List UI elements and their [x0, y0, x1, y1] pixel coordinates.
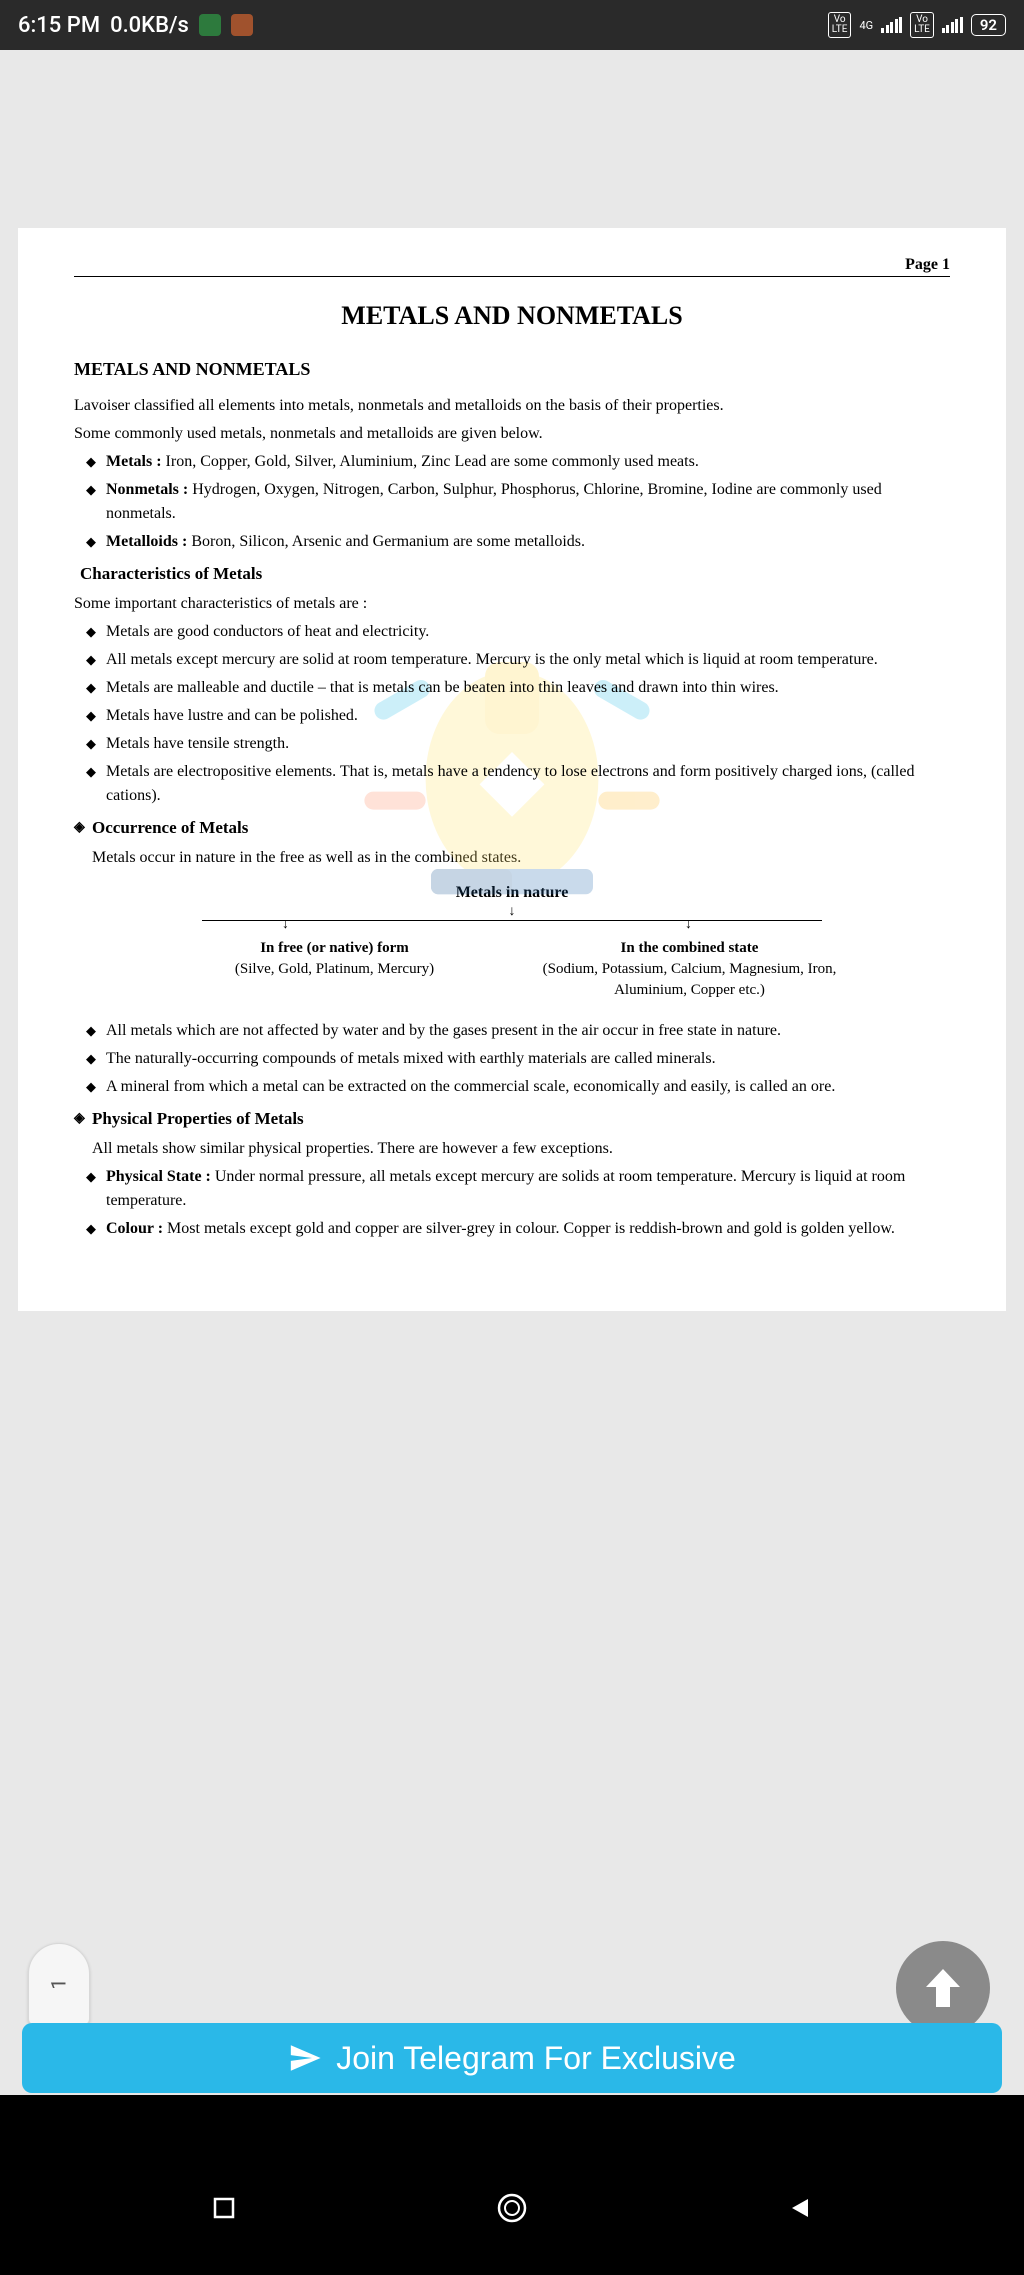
occurrence-heading: Occurrence of Metals: [74, 818, 950, 838]
list-item: Metals have tensile strength.: [86, 732, 950, 756]
physical-intro: All metals show similar physical propert…: [92, 1137, 950, 1161]
list-item: Nonmetals : Hydrogen, Oxygen, Nitrogen, …: [86, 478, 950, 526]
metals-nature-diagram: Metals in nature ↓ In free (or native) f…: [172, 884, 852, 1001]
spacer: [0, 2095, 1024, 2160]
list-item: Metalloids : Boron, Silicon, Arsenic and…: [86, 530, 950, 554]
document-page: Page 1 METALS AND NONMETALS METALS AND N…: [18, 228, 1006, 1311]
occurrence-list: All metals which are not affected by wat…: [86, 1019, 950, 1099]
home-button[interactable]: [492, 2188, 532, 2228]
list-item: Physical State : Under normal pressure, …: [86, 1165, 950, 1213]
occurrence-intro: Metals occur in nature in the free as we…: [92, 846, 950, 870]
list-item: The naturally-occurring compounds of met…: [86, 1047, 950, 1071]
list-item: A mineral from which a metal can be extr…: [86, 1075, 950, 1099]
paper-plane-icon: [288, 2041, 322, 2075]
characteristics-heading: Characteristics of Metals: [80, 564, 950, 584]
recent-apps-button[interactable]: [204, 2188, 244, 2228]
back-button[interactable]: [780, 2188, 820, 2228]
app-icon-1: [199, 14, 221, 36]
list-item: Metals are electropositive elements. Tha…: [86, 760, 950, 808]
list-item: Colour : Most metals except gold and cop…: [86, 1217, 950, 1241]
diagram-title: Metals in nature: [172, 884, 852, 902]
characteristics-list: Metals are good conductors of heat and e…: [86, 620, 950, 808]
list-item: Metals are good conductors of heat and e…: [86, 620, 950, 644]
battery-level: 92: [971, 14, 1006, 36]
list-item: Metals have lustre and can be polished.: [86, 704, 950, 728]
list-item: Metals are malleable and ductile – that …: [86, 676, 950, 700]
app-icon-2: [231, 14, 253, 36]
list-item: All metals except mercury are solid at r…: [86, 648, 950, 672]
status-right: VoLTE 4G VoLTE 92: [828, 12, 1006, 38]
types-list: Metals : Iron, Copper, Gold, Silver, Alu…: [86, 450, 950, 554]
status-speed: 0.0KB/s: [110, 13, 189, 38]
section-heading-main: METALS AND NONMETALS: [74, 359, 950, 380]
list-item: All metals which are not affected by wat…: [86, 1019, 950, 1043]
intro-line-2: Some commonly used metals, nonmetals and…: [74, 422, 950, 446]
characteristics-intro: Some important characteristics of metals…: [74, 592, 950, 616]
navigation-bar: [0, 2160, 1024, 2275]
physical-list: Physical State : Under normal pressure, …: [86, 1165, 950, 1241]
page-number: Page 1: [74, 256, 950, 277]
diagram-right-branch: In the combined state (Sodium, Potassium…: [527, 938, 852, 1001]
arrow-up-icon: [922, 1965, 964, 2011]
status-time: 6:15 PM: [18, 13, 100, 38]
triangle-left-icon: [788, 2196, 812, 2220]
network-4g: 4G: [859, 19, 873, 32]
volte-badge-2: VoLTE: [910, 12, 934, 38]
status-bar: 6:15 PM 0.0KB/s VoLTE 4G VoLTE 92: [0, 0, 1024, 50]
square-icon: [212, 2196, 236, 2220]
viewer-background[interactable]: Page 1 METALS AND NONMETALS METALS AND N…: [0, 50, 1024, 2095]
intro-line-1: Lavoiser classified all elements into me…: [74, 394, 950, 418]
current-page-number: 1: [47, 1978, 71, 1989]
signal-bars-2: [942, 17, 963, 33]
document-title: METALS AND NONMETALS: [74, 301, 950, 331]
circle-icon: [495, 2191, 529, 2225]
banner-text: Join Telegram For Exclusive: [336, 2040, 736, 2077]
signal-bars-1: [881, 17, 902, 33]
volte-badge-1: VoLTE: [828, 12, 852, 38]
diagram-left-branch: In free (or native) form (Silve, Gold, P…: [172, 938, 497, 1001]
page-indicator[interactable]: 1: [28, 1943, 90, 2025]
physical-properties-heading: Physical Properties of Metals: [74, 1109, 950, 1129]
telegram-banner[interactable]: Join Telegram For Exclusive: [22, 2023, 1002, 2093]
list-item: Metals : Iron, Copper, Gold, Silver, Alu…: [86, 450, 950, 474]
status-left: 6:15 PM 0.0KB/s: [18, 13, 253, 38]
scroll-to-top-button[interactable]: [896, 1941, 990, 2035]
